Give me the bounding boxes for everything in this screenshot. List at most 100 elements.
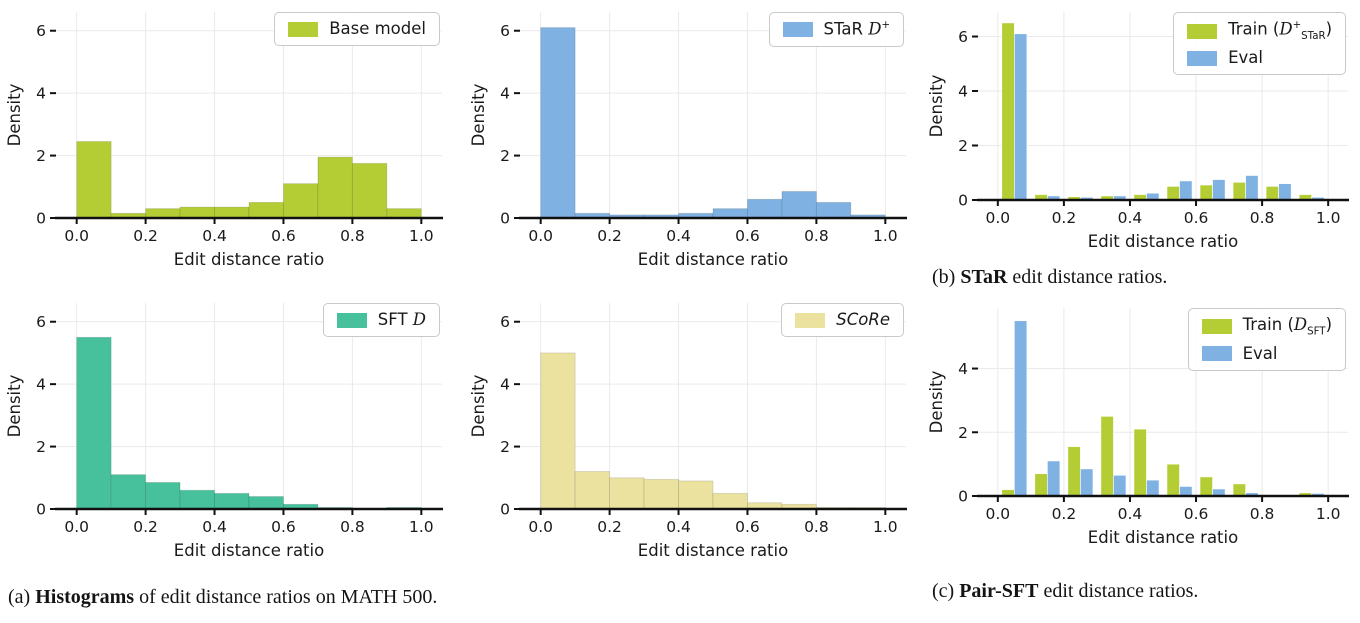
legend-swatch <box>782 21 813 37</box>
x-tick-label: 0.2 <box>1052 505 1077 523</box>
caption-a: (a) Histograms of edit distance ratios o… <box>8 586 437 609</box>
y-tick-label: 4 <box>958 83 968 101</box>
bar-train <box>1100 416 1114 497</box>
hist-bar <box>712 492 748 510</box>
hist-bar <box>317 156 353 219</box>
hist-bar <box>179 206 215 219</box>
y-tick-label: 6 <box>36 22 46 40</box>
y-axis-label: Density <box>6 83 24 146</box>
legend-label: Train (DSFT) <box>1242 315 1332 338</box>
chart-score: 0.0 0.2 0.4 0.6 0.8 1.0 0 2 4 6 Edit distance rati… <box>469 295 914 565</box>
y-tick-label: 0 <box>958 488 968 506</box>
legend-item: Train (DSFT) <box>1201 315 1332 338</box>
chart-pairsft-train-eval: 0.0 0.2 0.4 0.6 0.8 1.0 0 2 4 Edit distance ratio… <box>927 300 1356 552</box>
hist-bar <box>145 208 181 219</box>
x-tick-label: 0.0 <box>64 518 89 536</box>
hist-bar <box>781 191 817 219</box>
bars-group <box>1001 320 1325 497</box>
legend-label: Train (D+STaR) <box>1228 19 1332 42</box>
legend: STaR D+ <box>768 12 904 47</box>
score-svg: 0.0 0.2 0.4 0.6 0.8 1.0 0 2 4 6 Edit distance rati… <box>469 303 907 560</box>
y-tick-label: 6 <box>500 22 510 40</box>
x-tick-label: 0.0 <box>528 518 553 536</box>
x-tick-label: 0.6 <box>1184 505 1209 523</box>
hist-bar <box>540 352 576 510</box>
hist-bar <box>76 141 112 219</box>
hist-bar <box>678 480 714 510</box>
x-tick-label: 0.2 <box>597 518 622 536</box>
x-axis-label: Edit distance ratio <box>174 250 324 269</box>
legend-item: Train (D+STaR) <box>1187 20 1332 42</box>
bar-train <box>1265 186 1279 201</box>
bar-train <box>1199 184 1213 201</box>
x-tick-label: 0.8 <box>804 227 829 245</box>
bar-eval <box>1278 183 1292 201</box>
x-tick-label: 0.6 <box>271 227 296 245</box>
y-tick-label: 4 <box>500 376 510 394</box>
y-tick-label: 6 <box>500 313 510 331</box>
bar-train <box>1166 186 1180 201</box>
caption-a-rest: of edit distance ratios on MATH 500. <box>134 586 438 608</box>
hist-bar <box>574 471 611 510</box>
legend: Base model <box>274 12 440 47</box>
legend-label: SCoRe <box>836 310 890 329</box>
hist-bar <box>351 162 388 219</box>
legend-swatch <box>1201 319 1232 335</box>
caption-b-prefix: (b) <box>932 266 961 288</box>
x-tick-label: 0.4 <box>202 518 227 536</box>
hist-bar <box>747 198 783 219</box>
bar-eval <box>1179 180 1193 201</box>
chart-base-model: 0.0 0.2 0.4 0.6 0.8 1.0 0 2 4 6 Edit distance rati… <box>5 4 450 274</box>
bar-eval <box>1014 320 1028 497</box>
y-axis-label: Density <box>470 83 488 146</box>
bar-train <box>1199 476 1213 497</box>
bar-train <box>1166 463 1180 497</box>
bar-train <box>1001 22 1015 201</box>
x-tick-label: 0.0 <box>985 209 1010 227</box>
y-tick-label: 4 <box>500 85 510 103</box>
legend: SCoRe <box>781 303 904 338</box>
legend-swatch <box>1201 346 1232 362</box>
y-axis-label: Density <box>470 374 488 437</box>
legend-swatch <box>336 312 367 328</box>
star-train-eval-svg: 0.0 0.2 0.4 0.6 0.8 1.0 0 2 4 6 Edit distance rati… <box>927 12 1349 251</box>
legend-label: Eval <box>1228 48 1263 68</box>
x-tick-label: 0.2 <box>597 227 622 245</box>
y-tick-label: 6 <box>958 28 968 46</box>
x-axis-label: Edit distance ratio <box>1088 528 1238 547</box>
legend-item: SCoRe <box>795 310 890 329</box>
y-tick-label: 2 <box>958 424 968 442</box>
x-tick-label: 0.4 <box>1118 209 1143 227</box>
legend-swatch <box>1187 23 1218 39</box>
x-tick-label: 1.0 <box>409 227 434 245</box>
x-tick-label: 0.2 <box>1052 209 1077 227</box>
x-axis-label: Edit distance ratio <box>1088 232 1238 251</box>
bar-eval <box>1212 179 1226 201</box>
legend-label: STaR D+ <box>823 19 890 39</box>
hist-bar <box>815 201 852 219</box>
x-tick-label: 0.0 <box>985 505 1010 523</box>
hist-bar <box>248 201 284 219</box>
chart-sft-d: 0.0 0.2 0.4 0.6 0.8 1.0 0 2 4 6 Edit distance rati… <box>5 295 450 565</box>
x-tick-label: 1.0 <box>1316 209 1341 227</box>
x-axis-label: Edit distance ratio <box>174 541 324 560</box>
hist-bar <box>214 206 250 219</box>
bar-eval <box>1146 479 1160 497</box>
x-tick-label: 1.0 <box>1316 505 1341 523</box>
y-tick-label: 0 <box>500 210 510 228</box>
chart-star-train-eval: 0.0 0.2 0.4 0.6 0.8 1.0 0 2 4 6 Edit distance rati… <box>927 4 1356 256</box>
x-tick-label: 1.0 <box>409 518 434 536</box>
caption-b-bold: STaR <box>960 266 1008 288</box>
x-tick-label: 0.4 <box>666 227 691 245</box>
x-tick-label: 0.8 <box>1250 505 1275 523</box>
x-tick-label: 0.2 <box>133 227 158 245</box>
x-tick-label: 1.0 <box>873 227 898 245</box>
chart-star-dplus: 0.0 0.2 0.4 0.6 0.8 1.0 0 2 4 6 Edit distance rati… <box>469 4 914 274</box>
hist-bar <box>540 27 576 219</box>
bar-eval <box>1014 33 1028 201</box>
bar-eval <box>1245 175 1259 201</box>
caption-b-rest: edit distance ratios. <box>1007 266 1168 288</box>
y-tick-label: 2 <box>500 438 510 456</box>
bar-eval <box>1047 460 1061 497</box>
y-axis-label: Density <box>6 374 24 437</box>
